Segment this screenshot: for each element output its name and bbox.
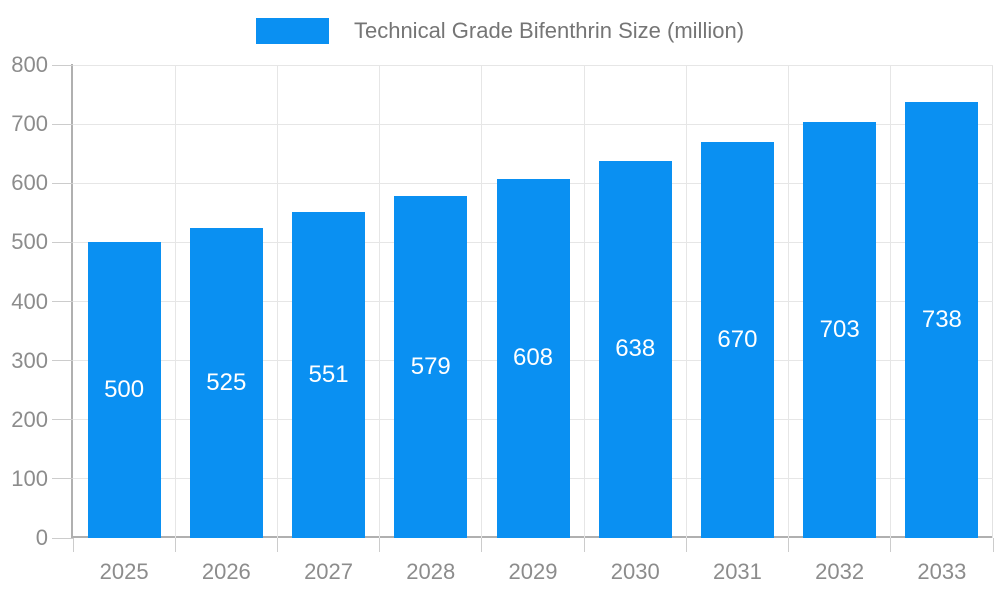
bar[interactable] [292,212,366,538]
x-axis-tick [379,538,381,552]
y-axis-tick-label: 0 [35,525,48,550]
legend-item[interactable]: Technical Grade Bifenthrin Size (million… [255,18,745,44]
x-axis-tick-label: 2025 [99,559,149,584]
y-axis-tick [52,301,73,302]
v-gridline [685,65,687,538]
x-axis-tick-label: 2030 [610,559,660,584]
x-axis-tick-label: 2027 [304,559,354,584]
x-axis-tick [481,538,483,552]
y-axis-tick [52,64,73,66]
y-axis-tick-label: 600 [11,170,48,196]
y-axis-tick-label: 300 [11,347,48,373]
bar[interactable] [394,195,468,538]
bar-value-label: 500 [104,376,145,404]
bar-value-label: 608 [512,344,554,372]
bar-value-label: 703 [819,316,860,344]
v-gridline [174,65,176,538]
bar[interactable] [598,160,672,538]
v-gridline [788,65,790,538]
x-axis-tick-label: 2032 [815,559,865,584]
y-axis-tick [52,419,73,421]
y-axis-tick [52,360,73,362]
bar-value-label: 670 [717,325,758,353]
y-axis-tick-label: 700 [11,111,48,137]
bar[interactable] [700,141,774,538]
y-axis-tick [52,478,73,480]
y-axis-tick [52,182,73,184]
bar[interactable] [905,101,979,538]
legend: Technical Grade Bifenthrin Size (million… [0,18,1000,44]
y-axis-tick [52,241,73,243]
x-axis-tick-label: 2031 [712,559,762,584]
v-gridline [379,65,381,538]
x-axis-tick-label: 2029 [508,559,558,584]
x-axis-tick [583,538,585,552]
y-axis-tick-label: 800 [11,52,48,77]
x-axis-tick [72,538,74,552]
v-gridline [481,65,483,538]
x-axis-tick-label: 2033 [917,559,967,584]
bar-value-label: 638 [615,335,656,363]
x-axis-tick [992,538,994,552]
y-axis-tick-label: 200 [11,406,48,432]
bar[interactable] [87,242,161,538]
bar-value-label: 551 [308,361,349,389]
x-axis-tick [174,538,176,552]
bar-value-label: 579 [410,352,451,380]
x-axis-tick [890,538,892,552]
h-gridline [73,64,993,66]
bar-value-label: 738 [921,305,962,333]
v-gridline [890,65,892,538]
y-axis-tick [52,537,73,539]
x-axis-tick-label: 2026 [201,559,251,584]
y-axis-tick-label: 500 [11,229,48,255]
x-axis-tick-label: 2028 [406,559,456,584]
bar-value-label: 525 [206,368,247,396]
v-gridline [276,65,278,538]
bar[interactable] [496,178,570,538]
bar[interactable] [803,122,877,538]
legend-label: Technical Grade Bifenthrin Size (million… [353,18,745,43]
y-axis-tick [52,123,73,125]
y-axis-tick-label: 400 [11,288,48,314]
legend-swatch [255,18,329,44]
bar[interactable] [189,227,263,538]
h-gridline [73,123,993,125]
x-axis-tick [276,538,278,552]
x-axis-tick [788,538,790,552]
x-axis-tick [685,538,687,552]
y-axis-tick-label: 100 [11,465,48,491]
v-gridline [583,65,585,538]
